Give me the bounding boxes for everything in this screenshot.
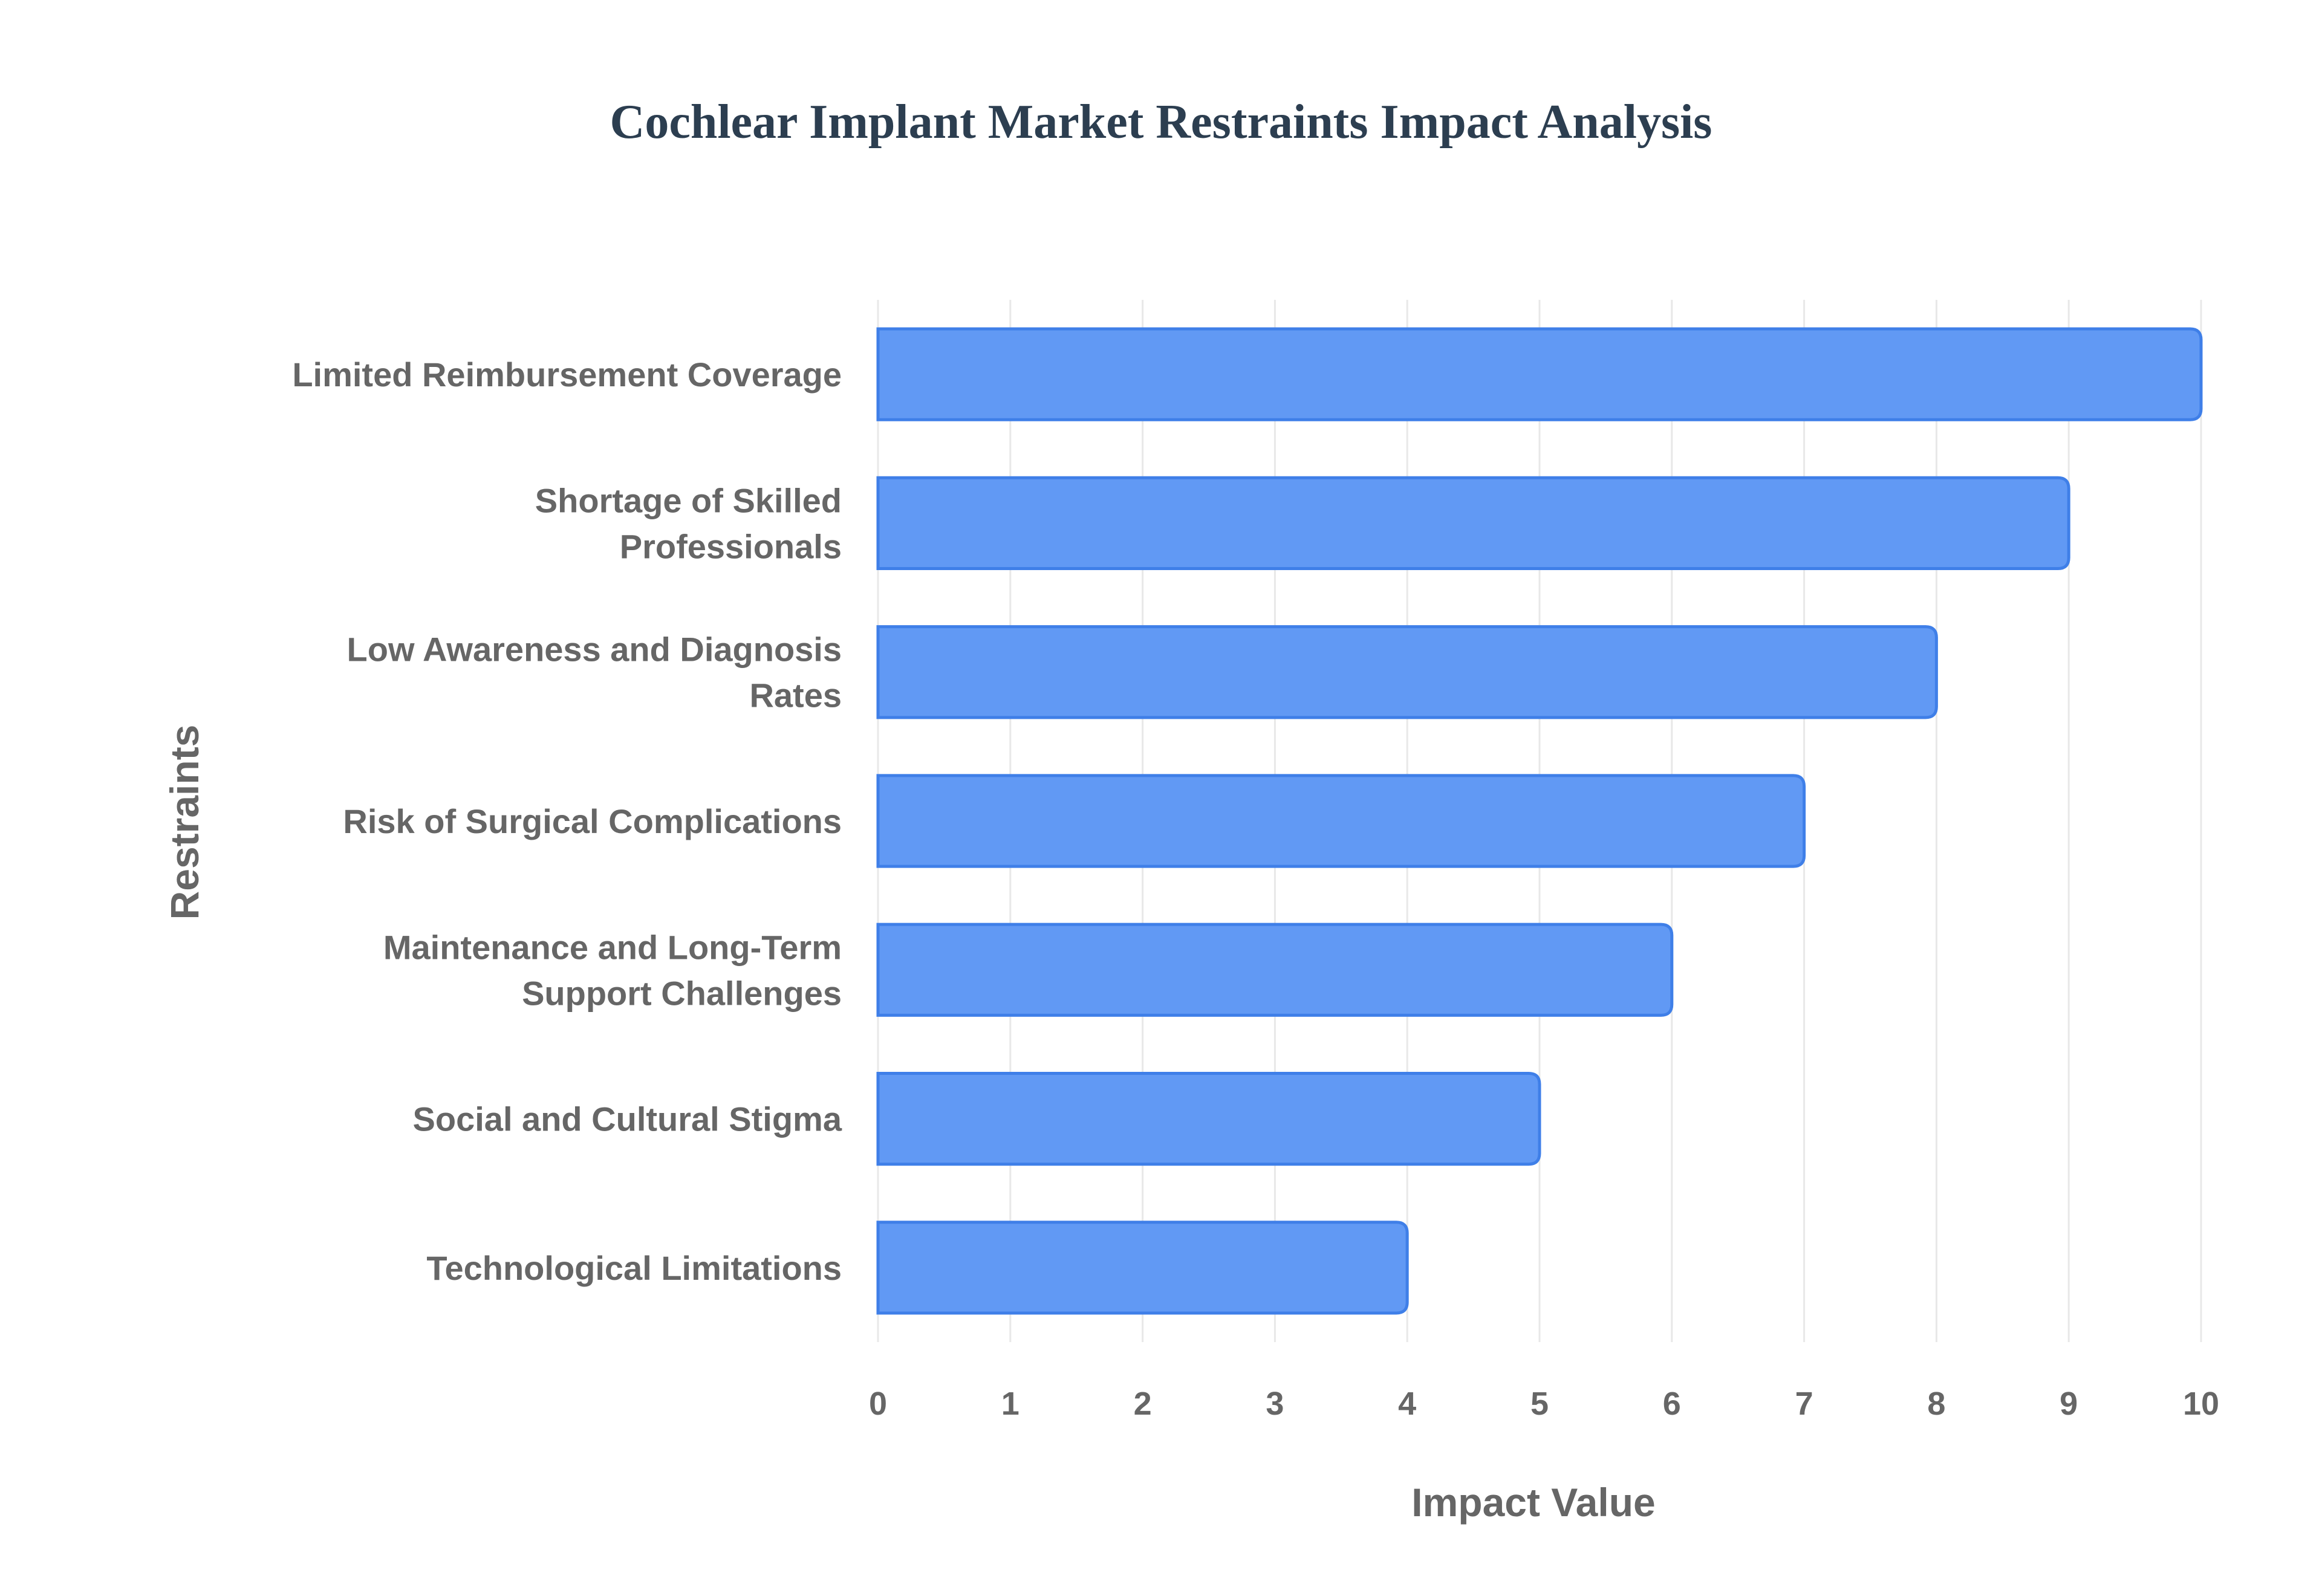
bar: [876, 625, 1938, 719]
category-label: Shortage of Skilled Professionals: [535, 481, 842, 565]
category-label: Technological Limitations: [426, 1249, 842, 1287]
x-tick-labels: 0 1 2 3 4 5 6 7 8 9 10: [869, 1386, 2219, 1422]
x-tick-label: 8: [1927, 1386, 1945, 1422]
bar: [876, 1071, 1541, 1166]
x-tick-label: 5: [1530, 1386, 1549, 1422]
bar: [876, 327, 2203, 421]
bar: [876, 476, 2070, 571]
bar: [876, 1221, 1409, 1315]
x-axis-title: Impact Value: [1411, 1480, 1656, 1525]
x-tick-label: 9: [2060, 1386, 2078, 1422]
x-tick-label: 4: [1398, 1386, 1416, 1422]
chart-title: Cochlear Implant Market Restraints Impac…: [610, 96, 1712, 149]
x-tick-label: 3: [1266, 1386, 1284, 1422]
x-tick-label: 7: [1795, 1386, 1813, 1422]
x-tick-label: 1: [1001, 1386, 1020, 1422]
category-label: Limited Reimbursement Coverage: [292, 355, 842, 394]
bars: [876, 327, 2203, 1315]
x-tick-label: 10: [2183, 1386, 2219, 1422]
bar: [876, 923, 1674, 1017]
category-label: Risk of Surgical Complications: [343, 802, 842, 840]
category-label: Social and Cultural Stigma: [413, 1100, 842, 1138]
y-axis-title: Restraints: [162, 725, 207, 920]
x-tick-label: 2: [1134, 1386, 1152, 1422]
category-label: Maintenance and Long-Term Support Challen…: [383, 928, 842, 1012]
x-tick-label: 6: [1663, 1386, 1681, 1422]
category-labels: Limited Reimbursement Coverage Shortage o…: [292, 355, 842, 1287]
bar: [876, 774, 1806, 868]
x-tick-label: 0: [869, 1386, 887, 1422]
category-label: Low Awareness and Diagnosis Rates: [347, 631, 842, 715]
